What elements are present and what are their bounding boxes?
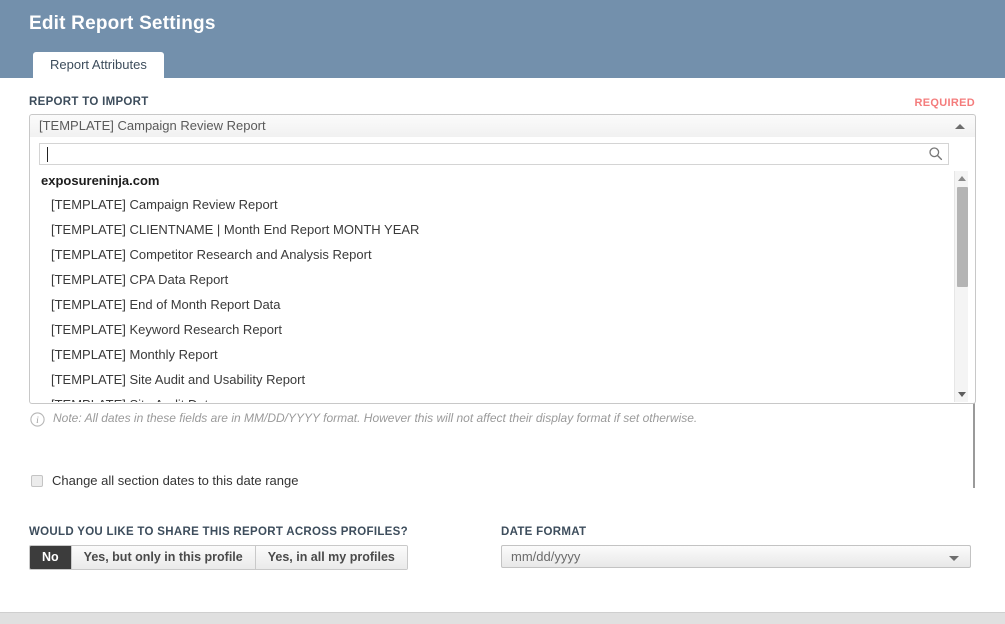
scrollbar-thumb[interactable] [957,187,968,287]
change-all-dates-checkbox[interactable] [31,475,43,487]
date-format-value: mm/dd/yyyy [511,549,581,564]
tab-strip: Report Attributes [33,52,164,78]
list-item[interactable]: [TEMPLATE] Campaign Review Report [51,197,278,212]
share-across-profiles-button-group: No Yes, but only in this profile Yes, in… [29,545,408,570]
scroll-up-arrow-icon[interactable] [958,176,966,181]
scroll-down-arrow-icon[interactable] [958,392,966,397]
share-option-yes-this-profile[interactable]: Yes, but only in this profile [71,546,256,569]
list-item[interactable]: [TEMPLATE] Keyword Research Report [51,322,282,337]
share-option-yes-all-profiles[interactable]: Yes, in all my profiles [255,546,407,569]
report-to-import-label: REPORT TO IMPORT [29,96,149,108]
change-all-dates-label: Change all section dates to this date ra… [52,473,299,488]
date-format-select[interactable]: mm/dd/yyyy [501,545,971,568]
combobox-selected-value: [TEMPLATE] Campaign Review Report [39,118,266,133]
footer-bar [0,613,1005,624]
date-format-note: i Note: All dates in these fields are in… [30,411,830,429]
share-across-profiles-label: WOULD YOU LIKE TO SHARE THIS REPORT ACRO… [29,526,408,538]
list-item[interactable]: [TEMPLATE] End of Month Report Data [51,297,281,312]
option-group-label: exposureninja.com [41,173,160,188]
share-across-profiles-block: WOULD YOU LIKE TO SHARE THIS REPORT ACRO… [29,526,408,570]
date-format-label: DATE FORMAT [501,526,587,538]
svg-text:i: i [36,416,39,426]
form-content: REPORT TO IMPORT REQUIRED [TEMPLATE] Cam… [0,78,1005,613]
list-item[interactable]: [TEMPLATE] CLIENTNAME | Month End Report… [51,222,420,237]
combobox-panel: exposureninja.com [TEMPLATE] Campaign Re… [29,137,976,404]
list-item[interactable]: [TEMPLATE] Site Audit and Usability Repo… [51,372,306,387]
list-item[interactable]: [TEMPLATE] CPA Data Report [51,272,229,287]
share-option-no[interactable]: No [30,546,72,569]
tab-report-attributes[interactable]: Report Attributes [33,52,164,78]
dropdown-scrollbar[interactable] [954,171,968,402]
list-item[interactable]: [TEMPLATE] Monthly Report [51,347,218,362]
dropdown-search-row [39,143,949,165]
required-badge: REQUIRED [914,97,975,109]
info-circle-icon: i [30,412,45,427]
note-text: Note: All dates in these fields are in M… [53,411,698,425]
report-to-import-combobox[interactable]: [TEMPLATE] Campaign Review Report exposu… [29,114,976,404]
dropdown-options-scroll[interactable]: exposureninja.com [TEMPLATE] Campaign Re… [37,171,968,402]
dropdown-search-input[interactable] [39,143,949,165]
page-header: Edit Report Settings Report Attributes [0,0,1005,78]
chevron-down-icon[interactable] [949,556,959,561]
text-cursor [47,147,48,162]
list-item[interactable]: [TEMPLATE] Competitor Research and Analy… [51,247,372,262]
page-title: Edit Report Settings [29,13,216,34]
footer-divider [0,612,1005,613]
list-item[interactable]: [TEMPLATE] Site Audit Data [37,392,968,402]
date-format-block: DATE FORMAT mm/dd/yyyy [501,526,971,568]
chevron-up-icon[interactable] [955,124,965,129]
combobox-display[interactable]: [TEMPLATE] Campaign Review Report [29,114,976,137]
